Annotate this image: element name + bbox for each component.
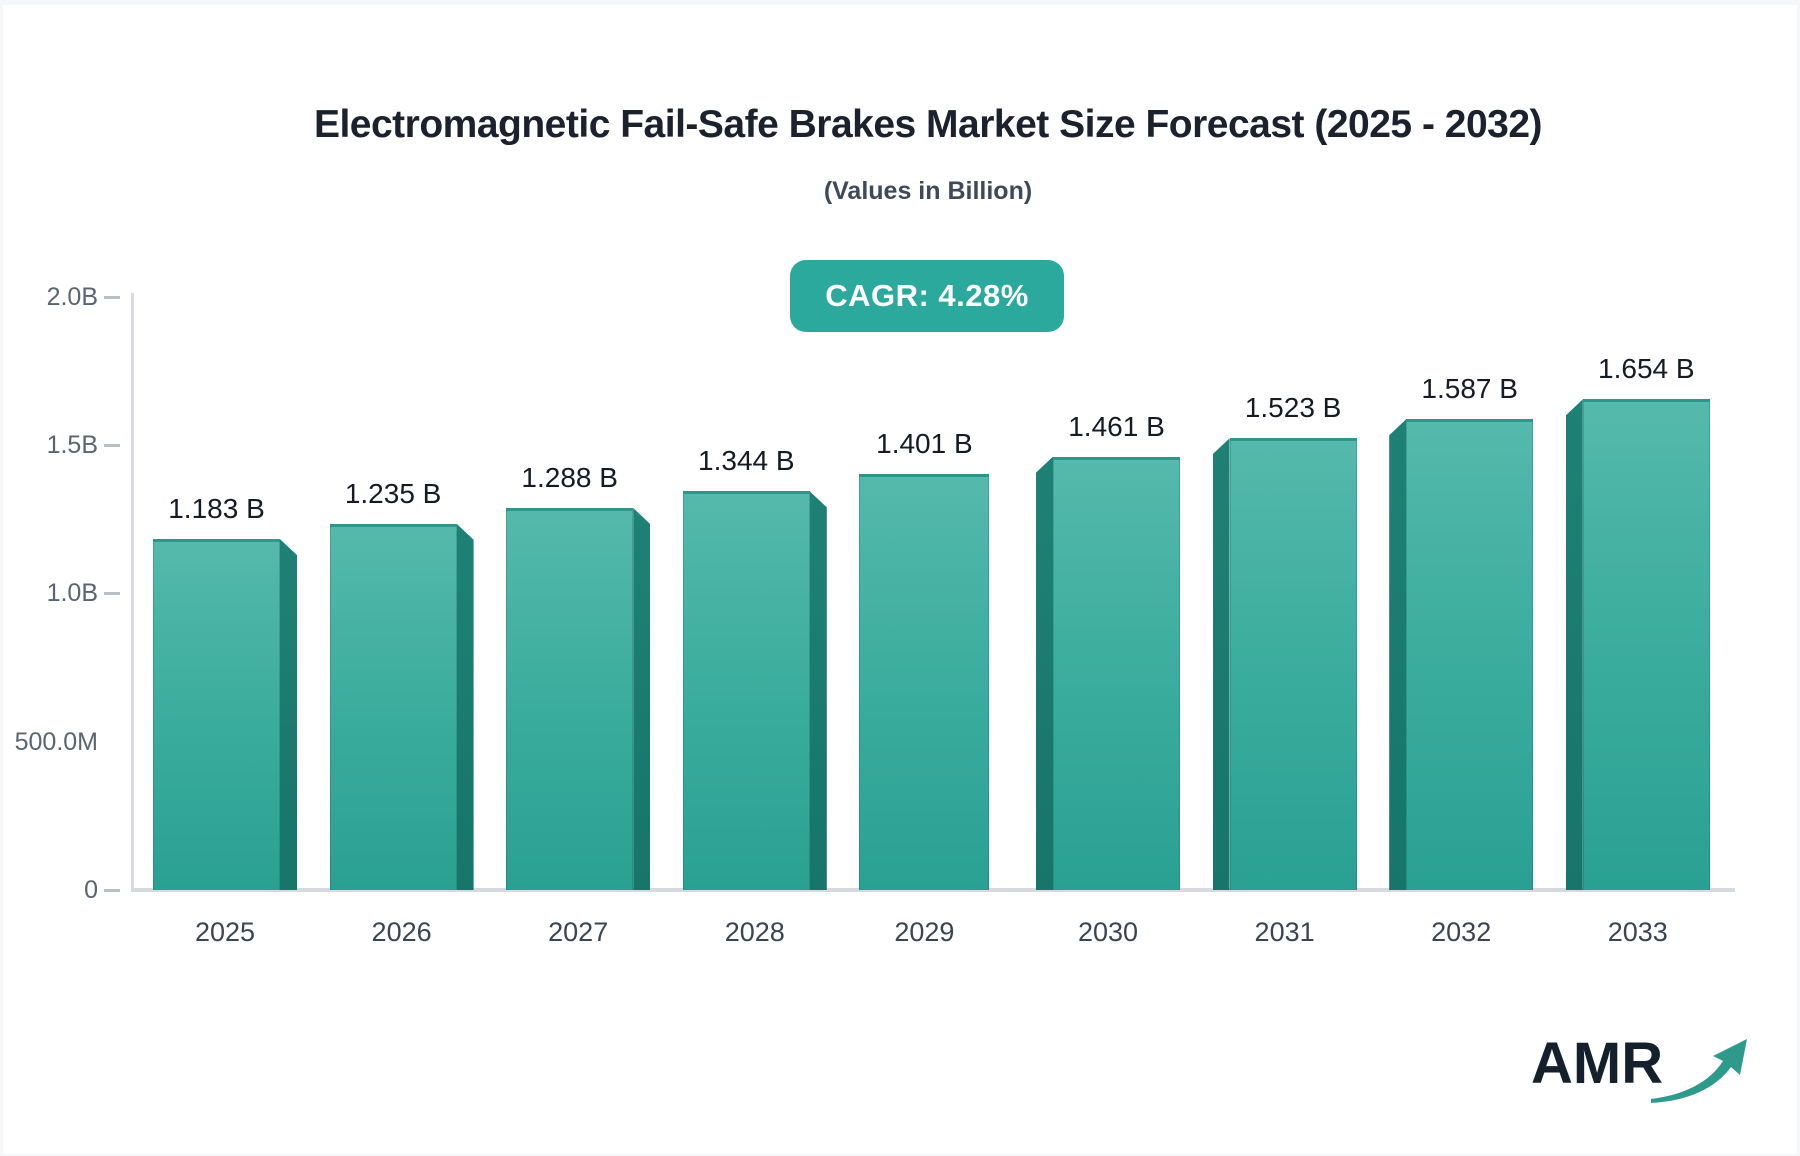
bar-2025-side-face [280,539,297,890]
x-axis-tick-label: 2029 [894,917,955,947]
x-axis-baseline [131,888,1735,892]
bar-value-label: 1.183 B [168,493,265,525]
bar-2025 [153,539,280,890]
bar-2027-side-face [633,507,651,890]
x-axis-tick-label: 2025 [194,917,256,947]
y-axis-tick-label: 1.5B [46,431,98,460]
bar-2033 [1582,399,1710,890]
cagr-badge: CAGR: 4.28% [790,260,1064,332]
y-axis-tick-label: 500.0M [14,727,98,756]
bar-value-label: 1.523 B [1244,392,1342,424]
cagr-badge-label: CAGR: 4.28% [825,278,1029,313]
x-axis-tick-label: 2030 [1077,917,1139,947]
bar-2026-side-face [456,523,474,890]
bar-value-label: 1.654 B [1598,353,1695,385]
x-axis-tick-label: 2032 [1431,917,1492,947]
y-axis-line [131,293,134,891]
y-axis-tick-mark [104,889,120,892]
y-axis-tick-label: 2.0B [46,282,98,311]
amr-logo: AMR [1531,1035,1767,1109]
bar-value-label: 1.401 B [876,428,973,460]
chart-card: Electromagnetic Fail-Safe Brakes Market … [3,5,1797,1154]
bar-2030-side-face [1036,456,1053,890]
bar-2031 [1229,438,1357,890]
y-axis-tick-label: 1.0B [46,579,98,608]
bar-value-label: 1.344 B [698,445,795,477]
bar-2027 [506,507,634,890]
x-axis-tick-label: 2028 [724,917,785,947]
chart-subtitle: (Values in Billion) [823,177,1033,205]
bar-2028-side-face [809,491,827,890]
growth-arrow-icon [1651,1039,1748,1103]
y-axis-tick-label: 0 [84,876,98,904]
bar-2032-side-face [1389,419,1407,890]
bar-2026 [329,523,457,890]
bar-2031-side-face [1212,438,1230,890]
y-axis-tick-mark [104,592,120,596]
x-axis-tick-label: 2033 [1607,917,1668,947]
y-axis-tick-mark [104,295,120,299]
bar-value-label: 1.235 B [344,477,442,509]
y-axis-tick-mark [104,444,120,448]
bar-value-label: 1.288 B [521,461,618,493]
bar-value-label: 1.461 B [1068,410,1165,442]
bar-2033-side-face [1565,399,1583,890]
bar-2029 [859,474,990,890]
amr-logo-text: AMR [1531,1031,1664,1096]
bar-2030 [1053,456,1180,890]
chart-title: Electromagnetic Fail-Safe Brakes Market … [313,103,1543,146]
x-axis-tick-label: 2031 [1254,917,1315,947]
x-axis-tick-label: 2027 [548,917,609,947]
x-axis-tick-label: 2026 [371,917,432,947]
bar-value-label: 1.587 B [1421,373,1518,405]
bar-2028 [682,491,810,890]
bar-2032 [1406,419,1534,890]
